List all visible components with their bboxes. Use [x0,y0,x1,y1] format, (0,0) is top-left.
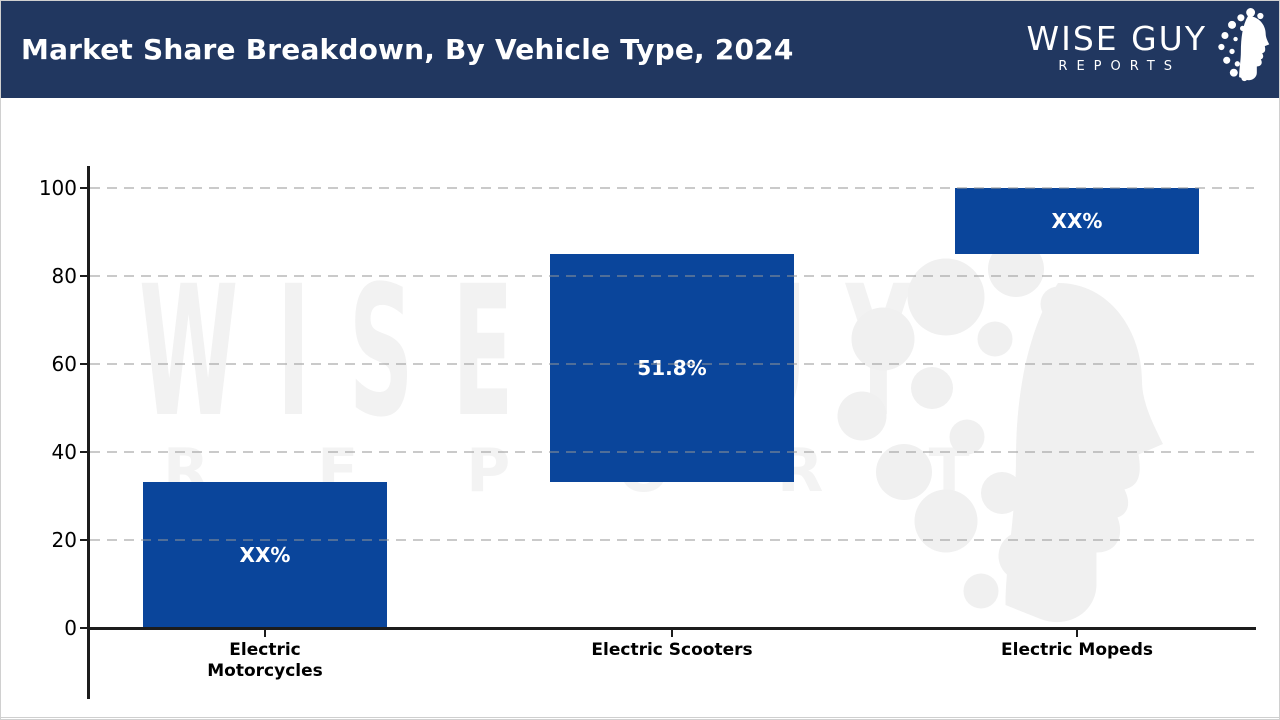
category-label-line: Electric Scooters [591,640,753,660]
gridline-80 [90,275,1254,277]
brand-subtitle: REPORTS [1058,58,1182,74]
brand-logo: WISE GUY REPORTS [1026,7,1271,87]
y-tick-20 [80,539,88,541]
y-tick-label-80: 80 [51,264,77,288]
category-label-line: Motorcycles [207,661,323,681]
bar-value-label: XX% [239,542,291,567]
bar-electric-motorcycles: XX% [143,481,387,628]
y-tick-100 [80,187,88,189]
x-tick-1 [671,630,673,637]
category-label-0: Electric Motorcycles [100,640,430,682]
brand-head-icon [1209,7,1271,87]
gridline-40 [90,451,1254,453]
category-label-line: Electric [229,640,301,660]
brand-name: WISE GUY [1026,18,1207,58]
bar-value-label: XX% [1051,209,1103,233]
bar-value-label: 51.8% [637,355,707,380]
category-label-1: Electric Scooters [507,640,837,661]
gridline-60 [90,363,1254,365]
bottom-rule [1,717,1279,718]
y-tick-label-100: 100 [38,176,77,200]
x-axis-line [87,627,1256,630]
bar-electric-scooters: 51.8% [550,254,794,482]
header-bar: Market Share Breakdown, By Vehicle Type,… [1,1,1279,98]
y-tick-60 [80,363,88,365]
category-label-line: Electric Mopeds [1001,640,1153,660]
y-tick-label-60: 60 [51,352,77,376]
bar-electric-mopeds: XX% [955,188,1199,254]
y-tick-40 [80,451,88,453]
x-tick-2 [1076,630,1078,637]
x-tick-0 [264,630,266,637]
y-tick-label-20: 20 [51,528,77,552]
gridline-20 [90,539,1254,541]
plot-area: 0 20 40 60 80 100 XX% Electric Motorcycles 51.8% E… [1,98,1279,719]
gridline-100 [90,187,1254,189]
y-tick-label-40: 40 [51,440,77,464]
brand-logo-text: WISE GUY REPORTS [1026,18,1207,74]
y-axis-line [87,166,90,699]
y-tick-0 [80,627,88,629]
category-label-2: Electric Mopeds [912,640,1242,661]
y-tick-80 [80,275,88,277]
y-tick-label-0: 0 [64,616,77,640]
chart-title: Market Share Breakdown, By Vehicle Type,… [21,33,794,66]
